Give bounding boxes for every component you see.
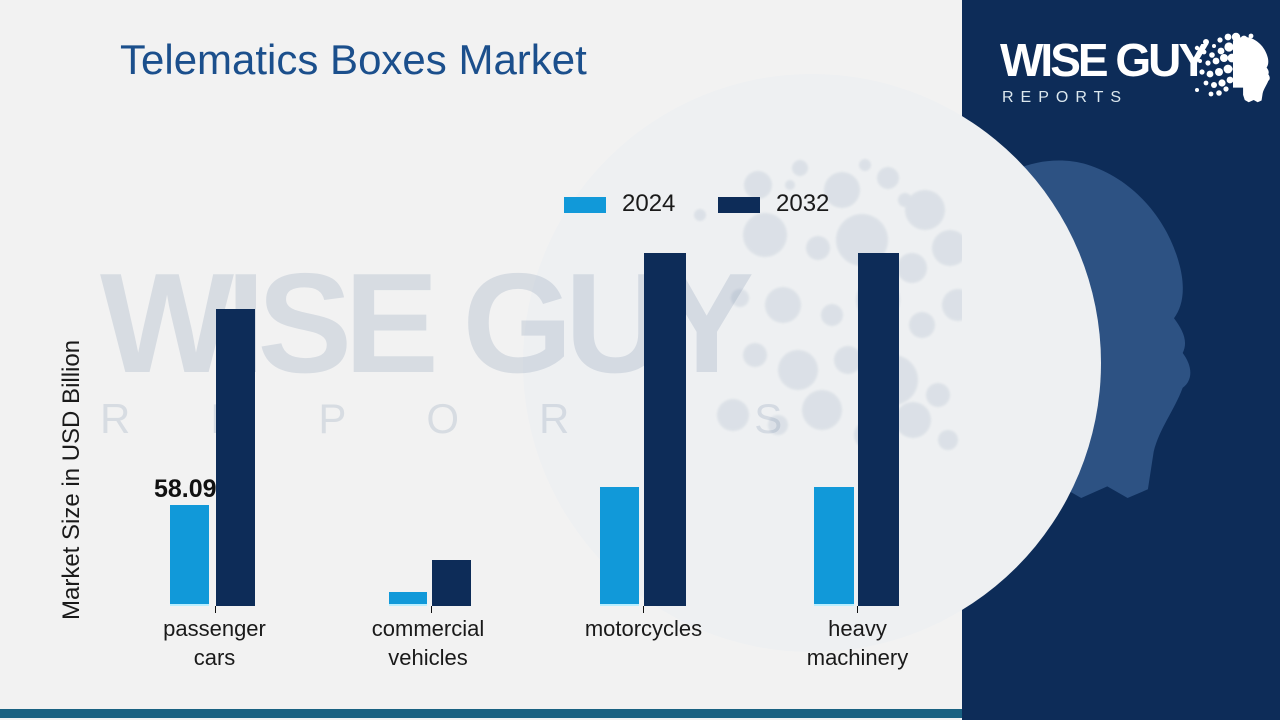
svg-text:REPORTS: REPORTS: [1002, 89, 1128, 106]
svg-text:WISE GUY: WISE GUY: [1000, 34, 1208, 86]
